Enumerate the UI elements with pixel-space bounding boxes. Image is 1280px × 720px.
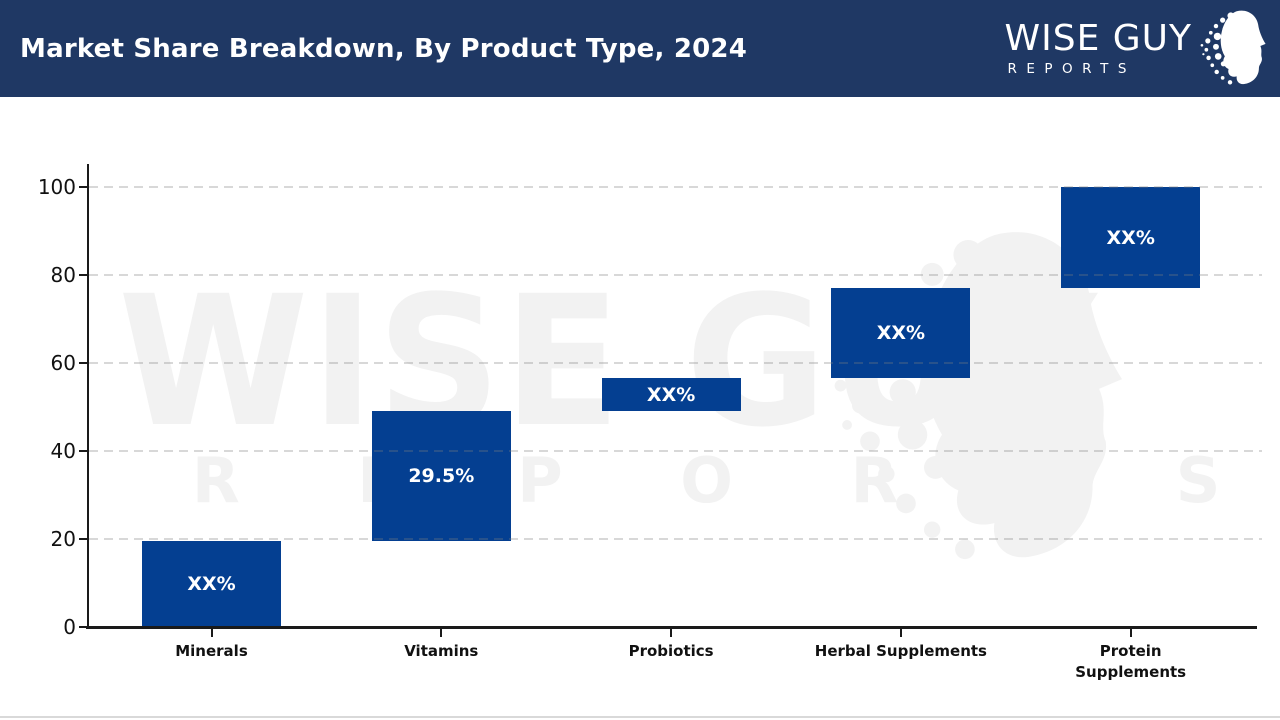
bar-value-label: XX% — [187, 573, 236, 596]
gridline — [89, 186, 1262, 188]
y-axis-tick-label: 0 — [63, 615, 76, 639]
bar — [1061, 187, 1201, 289]
y-axis-tick-label: 100 — [37, 175, 76, 199]
brand-subname: REPORTS — [1007, 60, 1136, 77]
dotted-head-logo-icon — [1196, 8, 1270, 90]
y-axis-tick — [79, 186, 87, 188]
x-axis-line — [86, 626, 1257, 629]
gridline — [89, 362, 1262, 364]
gridline — [89, 274, 1262, 276]
category-label: Vitamins — [404, 642, 479, 660]
y-axis-tick — [79, 538, 87, 540]
y-axis-tick-label: 80 — [50, 263, 76, 287]
y-axis-tick-label: 60 — [50, 351, 76, 375]
y-axis-line — [87, 164, 89, 628]
y-axis-tick — [79, 274, 87, 276]
category-label: Probiotics — [628, 642, 714, 660]
bar — [831, 288, 971, 379]
x-axis-tick — [899, 629, 902, 637]
bar-value-label: XX% — [1106, 226, 1155, 249]
category-label: Minerals — [175, 642, 248, 660]
bar-value-label: 29.5% — [408, 465, 475, 488]
x-axis-tick — [210, 629, 213, 637]
bar — [142, 541, 281, 627]
page-title: Market Share Breakdown, By Product Type,… — [20, 33, 747, 64]
category-label: Protein Supplements — [1075, 642, 1187, 681]
brand-logo-text: WISE GUY REPORTS — [1004, 17, 1193, 77]
y-axis-tick — [79, 450, 87, 452]
bar — [371, 411, 511, 542]
y-axis-tick — [79, 362, 87, 364]
header-bar: Market Share Breakdown, By Product Type,… — [0, 0, 1280, 97]
y-axis-tick-label: 40 — [50, 439, 76, 463]
category-label: Herbal Supplements — [814, 642, 987, 660]
brand-logo: WISE GUY REPORTS — [1005, 8, 1280, 90]
bar-value-label: XX% — [876, 322, 926, 345]
gridline — [89, 450, 1262, 452]
bar — [601, 378, 741, 412]
brand-name: WISE GUY — [1004, 17, 1192, 59]
x-axis-tick — [1129, 629, 1132, 637]
gridline — [89, 538, 1262, 540]
x-axis-tick — [670, 629, 673, 637]
bottom-divider — [0, 716, 1280, 718]
x-axis-tick — [440, 629, 443, 637]
y-axis-tick — [79, 626, 87, 628]
bar-value-label: XX% — [646, 383, 696, 406]
y-axis-tick-label: 20 — [50, 527, 76, 551]
